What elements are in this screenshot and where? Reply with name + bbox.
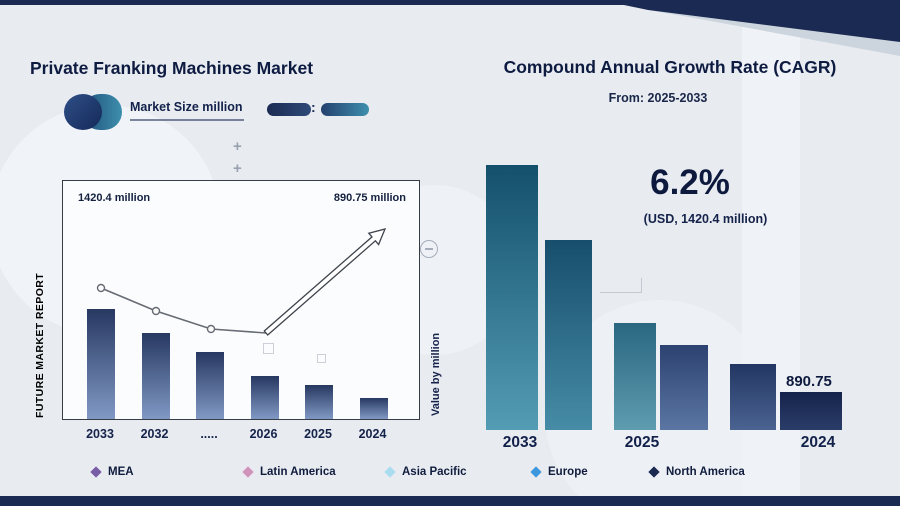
colon-separator: : — [311, 99, 316, 115]
legend-item-asia-pacific: Asia Pacific — [384, 466, 467, 478]
square-decor — [317, 354, 326, 363]
region-legend: MEA Latin America Asia Pacific Europe North … — [0, 466, 900, 486]
cagr-note: (USD, 1420.4 million) — [643, 212, 768, 226]
market-bar-2026 — [250, 376, 279, 419]
x-tick-label: 2024 — [358, 427, 387, 441]
cagr-bar-2033 — [486, 165, 538, 430]
trend-marker — [151, 306, 161, 316]
market-bar-2032 — [141, 333, 170, 419]
trend-marker — [206, 324, 216, 334]
diamond-icon — [242, 466, 254, 478]
cagr-title: Compound Annual Growth Rate (CAGR) — [503, 57, 837, 77]
x-tick-label: 2033 — [502, 434, 538, 451]
pill-icon — [267, 103, 311, 116]
x-tick-label: 2033 — [86, 427, 114, 441]
cagr-bar-2025 — [614, 323, 656, 430]
market-size-legend-label: Market Size million — [130, 100, 243, 114]
square-decor — [263, 343, 274, 354]
legend-item-mea: MEA — [90, 466, 134, 478]
x-tick-label: ..... — [200, 427, 218, 441]
cagr-bar-2024 — [780, 392, 842, 430]
plus-decor: + — [233, 160, 242, 177]
legend-item-north-america: North America — [648, 466, 745, 478]
right-x-axis: 2033 2025 2024 — [470, 434, 860, 454]
market-bar-..... — [196, 352, 224, 419]
cylinder-cap — [64, 94, 102, 130]
left-chart-title: Private Franking Machines Market — [30, 58, 314, 78]
circle-dash-decor — [420, 240, 438, 258]
cagr-bars — [470, 160, 860, 430]
cylinder-icon — [64, 94, 122, 130]
legend-label: Europe — [548, 466, 588, 478]
trend-marker — [96, 283, 106, 293]
step-decor — [600, 278, 642, 293]
cagr-subtitle: From: 2025-2033 — [608, 91, 708, 105]
market-bar-2024 — [359, 398, 388, 419]
bar-value-label: 890.75 — [786, 373, 832, 390]
legend-label: Latin America — [260, 466, 336, 478]
plus-decor: + — [233, 138, 242, 155]
bottom-border-strip — [0, 496, 900, 506]
legend-underline — [130, 119, 244, 121]
value-annotation-right: 890.75 million — [333, 192, 406, 204]
legend-item-europe: Europe — [530, 466, 588, 478]
diamond-icon — [530, 466, 542, 478]
legend-item-latin-america: Latin America — [242, 466, 336, 478]
trend-line-arrow — [96, 228, 387, 336]
diamond-icon — [384, 466, 396, 478]
corner-wedge-decor — [600, 0, 900, 56]
market-bar-2025 — [305, 385, 333, 419]
cagr-bar-2024 — [730, 364, 776, 430]
legend-label: MEA — [108, 466, 134, 478]
x-tick-label: 2032 — [140, 427, 169, 441]
growth-arrow-icon — [263, 228, 387, 336]
value-annotation-left: 1420.4 million — [78, 192, 151, 204]
cagr-bar-2025 — [660, 345, 708, 430]
x-tick-label: 2025 — [624, 434, 660, 451]
market-size-chart: 1420.4 million 890.75 million — [62, 180, 420, 420]
cagr-value: 6.2% — [650, 163, 730, 202]
diamond-icon — [648, 466, 660, 478]
legend-label: Asia Pacific — [402, 466, 467, 478]
x-tick-label: 2026 — [249, 427, 278, 441]
future-market-report-label: FUTURE MARKET REPORT — [34, 272, 46, 418]
cagr-bar-2033 — [545, 240, 592, 430]
legend-label: North America — [666, 466, 745, 478]
left-x-axis: 2033 2032..... 2026 2025 2024 — [62, 427, 420, 445]
market-bar-2033 — [87, 309, 115, 419]
x-tick-label: 2024 — [800, 434, 836, 451]
top-border-strip — [0, 0, 900, 5]
pill-icon — [321, 103, 369, 116]
x-tick-label: 2025 — [304, 427, 332, 441]
value-by-million-label: Value by million — [430, 332, 442, 416]
diamond-icon — [90, 466, 102, 478]
